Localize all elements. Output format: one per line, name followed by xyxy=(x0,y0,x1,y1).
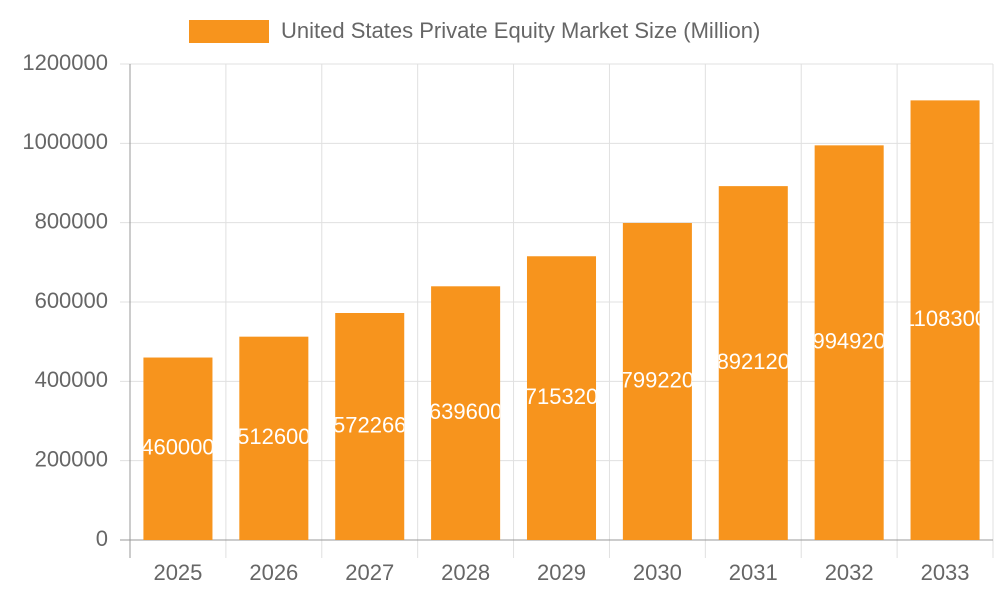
data-label: 572266 xyxy=(333,412,406,437)
y-tick-label: 600000 xyxy=(35,288,108,313)
x-tick-label: 2029 xyxy=(537,560,586,585)
x-tick-label: 2025 xyxy=(153,560,202,585)
data-label: 460000 xyxy=(141,435,214,460)
bar xyxy=(814,145,884,541)
data-label: 1108300 xyxy=(903,306,987,331)
bar xyxy=(143,357,213,540)
y-tick-label: 200000 xyxy=(35,446,108,471)
bar xyxy=(622,222,692,540)
x-tick-label: 2026 xyxy=(249,560,298,585)
x-tick-label: 2030 xyxy=(633,560,682,585)
legend-swatch xyxy=(189,20,269,43)
bar xyxy=(910,100,980,541)
data-label: 512600 xyxy=(237,424,310,449)
y-tick-label: 400000 xyxy=(35,367,108,392)
data-label: 799220 xyxy=(621,367,694,392)
y-tick-label: 1200000 xyxy=(22,50,108,75)
y-tick-label: 800000 xyxy=(35,208,108,233)
x-tick-label: 2033 xyxy=(921,560,970,585)
y-tick-label: 0 xyxy=(96,526,108,551)
data-label: 994920 xyxy=(812,328,885,353)
x-tick-label: 2032 xyxy=(825,560,874,585)
bar xyxy=(335,313,405,540)
x-tick-label: 2027 xyxy=(345,560,394,585)
data-label: 639600 xyxy=(429,399,502,424)
bar xyxy=(431,286,501,540)
x-tick-label: 2031 xyxy=(729,560,778,585)
bar xyxy=(718,186,788,540)
bar xyxy=(239,336,309,540)
data-label: 892120 xyxy=(717,349,790,374)
x-tick-label: 2028 xyxy=(441,560,490,585)
y-tick-label: 1000000 xyxy=(22,129,108,154)
bar xyxy=(526,256,597,540)
legend-label: United States Private Equity Market Size… xyxy=(281,18,760,43)
data-label: 715320 xyxy=(525,384,598,409)
